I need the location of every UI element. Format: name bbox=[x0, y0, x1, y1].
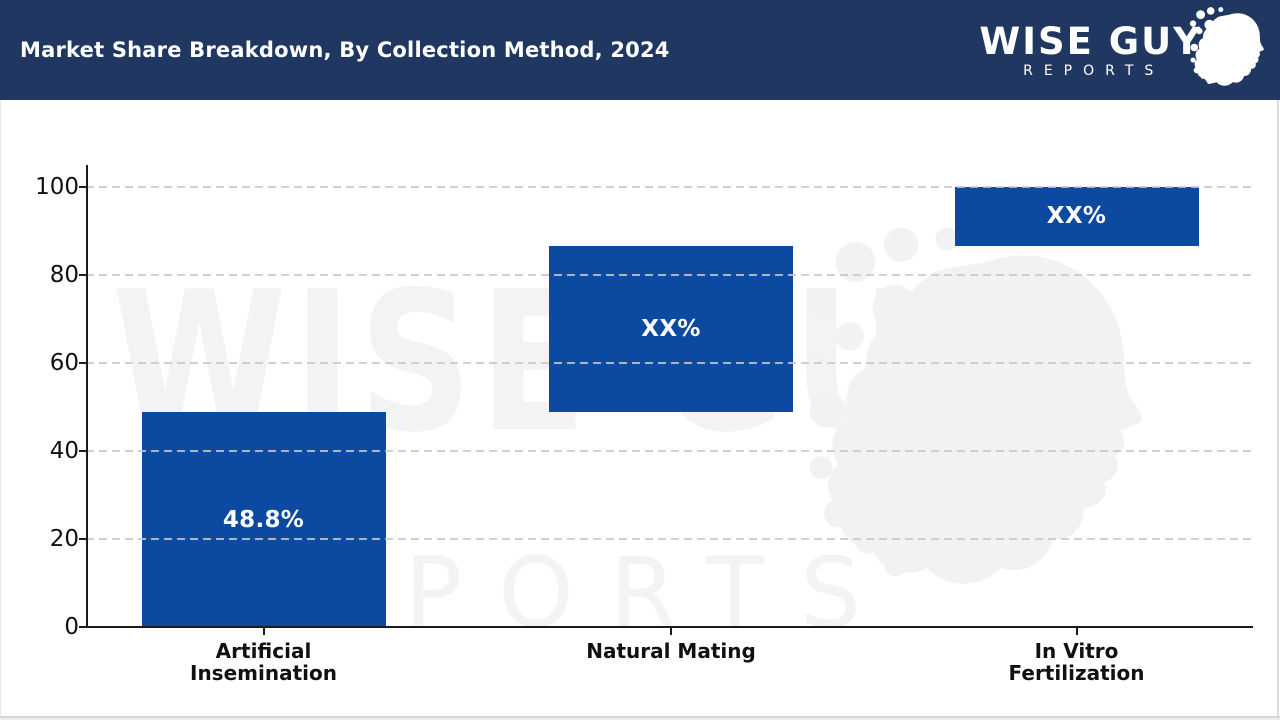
logo-wordmark-main: WISE GUY bbox=[979, 19, 1202, 63]
y-tick-100 bbox=[79, 186, 87, 188]
page-bottom-strip bbox=[0, 718, 1280, 720]
x-category-label-natural-mating: Natural Mating bbox=[586, 639, 756, 663]
x-category-label-in-vitro-fertilization: In Vitro Fertilization bbox=[1008, 639, 1145, 685]
y-tick-80 bbox=[79, 274, 87, 276]
wiseguy-logo: WISE GUY REPORTS bbox=[979, 0, 1270, 100]
y-tick-label-60: 60 bbox=[49, 350, 79, 376]
y-tick-60 bbox=[79, 362, 87, 364]
gridline-20 bbox=[86, 538, 1253, 540]
x-category-label-artificial-insemination: Artificial Insemination bbox=[190, 639, 337, 685]
page-right-edge bbox=[1277, 100, 1279, 718]
chart-title: Market Share Breakdown, By Collection Me… bbox=[20, 38, 670, 62]
x-tick-in-vitro-fertilization bbox=[1075, 628, 1078, 635]
page-bottom-edge bbox=[0, 716, 1280, 718]
logo-wordmark-sub: REPORTS bbox=[1023, 62, 1165, 79]
y-tick-0 bbox=[79, 626, 87, 628]
x-tick-natural-mating bbox=[670, 628, 672, 635]
gridline-100 bbox=[86, 186, 1253, 188]
gridline-80 bbox=[86, 274, 1253, 276]
y-axis-spine bbox=[86, 165, 88, 628]
watermark-face-icon bbox=[806, 227, 1142, 584]
x-tick-artificial-insemination bbox=[262, 628, 265, 635]
bar-artificial-insemination: 48.8% bbox=[141, 412, 386, 627]
y-tick-20 bbox=[79, 538, 87, 540]
gridline-60 bbox=[86, 362, 1253, 364]
bar-natural-mating: XX% bbox=[549, 245, 793, 413]
bar-value-label-natural-mating: XX% bbox=[641, 316, 701, 343]
y-tick-label-20: 20 bbox=[49, 526, 79, 552]
y-tick-label-40: 40 bbox=[49, 438, 79, 464]
header-banner: Market Share Breakdown, By Collection Me… bbox=[0, 0, 1280, 100]
logo-wordmark: WISE GUY REPORTS bbox=[979, 23, 1202, 78]
y-tick-label-0: 0 bbox=[64, 614, 79, 640]
y-tick-label-80: 80 bbox=[49, 262, 79, 288]
gridline-40 bbox=[86, 450, 1253, 452]
y-tick-label-100: 100 bbox=[35, 174, 79, 200]
y-tick-40 bbox=[79, 450, 87, 452]
bar-value-label-artificial-insemination: 48.8% bbox=[222, 506, 305, 533]
page-left-edge bbox=[0, 100, 1, 718]
bar-value-label-in-vitro-fertilization: XX% bbox=[1046, 203, 1107, 230]
bar-in-vitro-fertilization: XX% bbox=[954, 187, 1199, 246]
x-axis-spine bbox=[86, 626, 1253, 628]
